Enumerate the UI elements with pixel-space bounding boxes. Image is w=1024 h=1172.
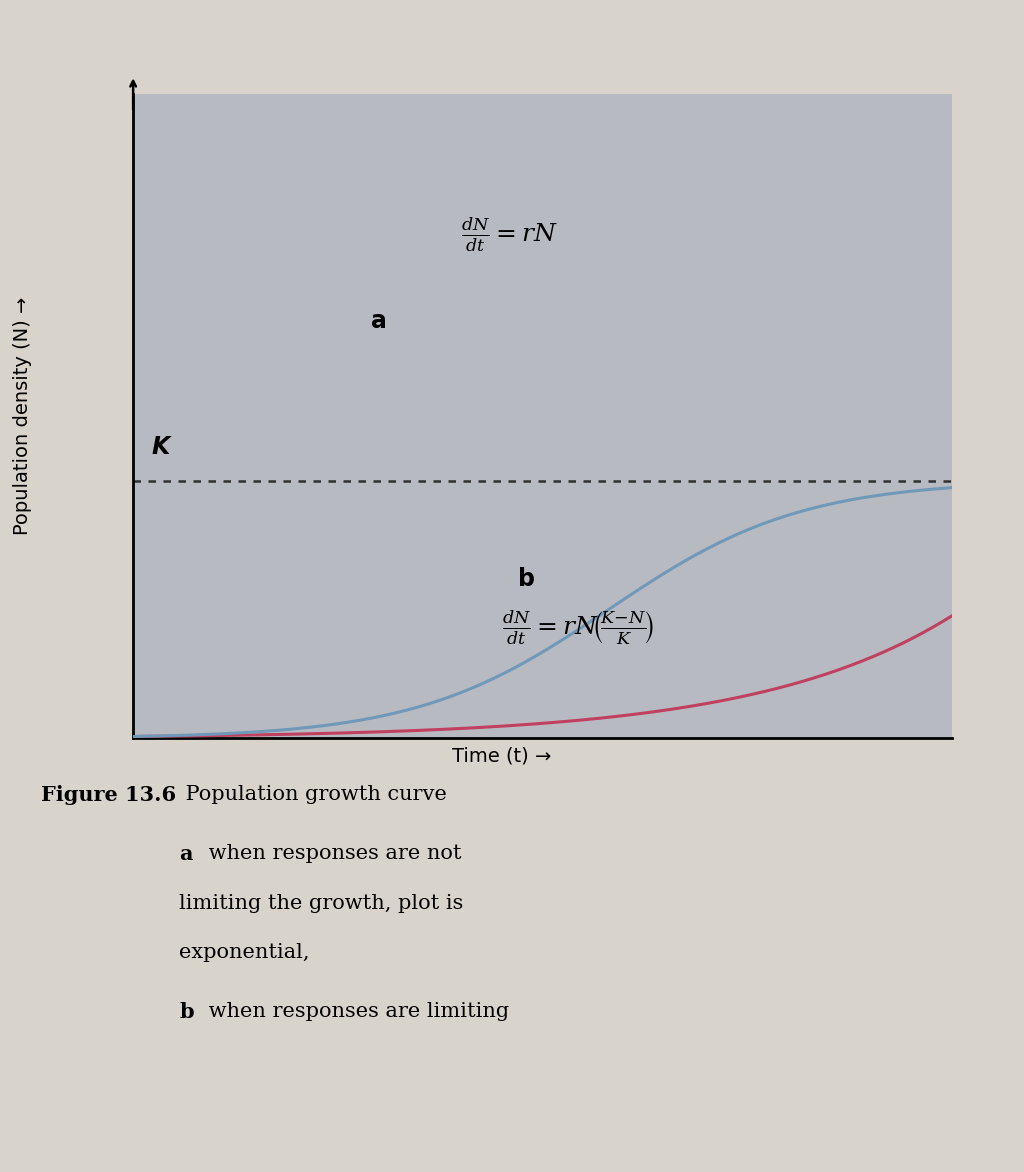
Text: K: K (152, 435, 169, 459)
Text: $\frac{dN}{dt} = rN$: $\frac{dN}{dt} = rN$ (461, 216, 557, 254)
Text: exponential,: exponential, (179, 942, 309, 962)
Text: Figure 13.6: Figure 13.6 (41, 785, 176, 805)
Text: b: b (179, 1002, 194, 1022)
Text: Population density (N) →: Population density (N) → (13, 297, 32, 536)
Text: when responses are limiting: when responses are limiting (202, 1002, 509, 1021)
Text: Population growth curve: Population growth curve (179, 785, 447, 804)
Text: limiting the growth, plot is: limiting the growth, plot is (179, 893, 464, 913)
Text: a: a (179, 844, 193, 864)
Text: when responses are not: when responses are not (202, 844, 461, 864)
Text: b: b (518, 567, 535, 591)
Text: Time (t) →: Time (t) → (452, 747, 552, 765)
Text: a: a (371, 309, 387, 333)
Text: $\frac{dN}{dt} = rN\!\left(\!\frac{K\!-\!N}{K}\!\right)$: $\frac{dN}{dt} = rN\!\left(\!\frac{K\!-\… (502, 609, 653, 647)
